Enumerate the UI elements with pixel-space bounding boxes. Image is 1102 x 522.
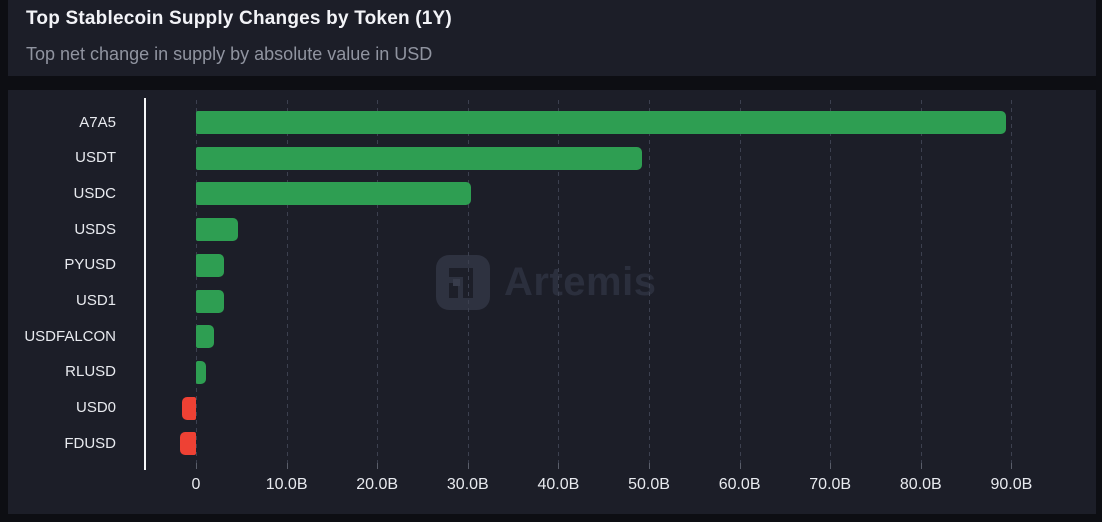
bar-a7a5[interactable] (196, 111, 1006, 134)
x-tick-30 (467, 463, 469, 469)
gridline-10 (286, 100, 288, 463)
bar-pyusd[interactable] (196, 253, 225, 277)
x-tick-label-60: 60.0B (718, 476, 761, 493)
x-tick-label-30: 30.0B (446, 476, 489, 493)
gridline-50 (649, 100, 650, 463)
bar-usdfalcon[interactable] (196, 325, 215, 349)
y-label-fdusd: FDUSD (64, 434, 116, 452)
bar-chart: Artemis 0 10.0B 20.0B 30.0B 40.0B 50.0B 60.0B 7… (8, 90, 1096, 514)
x-tick-label-80: 80.0B (899, 476, 942, 493)
x-tick-label-20: 20.0B (356, 476, 399, 493)
x-tick-label-40: 40.0B (537, 476, 580, 493)
y-label-usdfalcon: USDFALCON (24, 327, 116, 345)
chart-header: Top Stablecoin Supply Changes by Token (… (8, 0, 1096, 76)
x-tick-label-90: 90.0B (990, 476, 1033, 493)
x-tick-label-10: 10.0B (265, 476, 308, 493)
y-label-rlusd: RLUSD (65, 363, 116, 381)
gridline-30 (467, 100, 469, 463)
bar-usdt[interactable] (196, 146, 642, 170)
gridline-70 (830, 100, 832, 463)
watermark-text: Artemis (504, 260, 657, 304)
x-tick-40 (558, 463, 560, 469)
page-title: Top Stablecoin Supply Changes by Token (… (26, 8, 452, 29)
y-label-usds: USDS (74, 220, 116, 238)
bar-fdusd[interactable] (179, 432, 196, 456)
x-tick-90 (1011, 463, 1013, 469)
y-label-usd0: USD0 (75, 399, 116, 417)
y-label-usdt: USDT (75, 149, 116, 167)
gridline-0 (196, 100, 197, 463)
bar-usds[interactable] (196, 218, 238, 242)
x-tick-20 (377, 463, 379, 469)
gridline-20 (377, 100, 379, 463)
x-tick-70 (830, 463, 832, 469)
y-label-a7a5: A7A5 (79, 113, 116, 131)
x-tick-label-50: 50.0B (628, 476, 670, 493)
x-tick-80 (920, 463, 922, 469)
bar-rlusd[interactable] (196, 360, 206, 384)
y-label-pyusd: PYUSD (64, 256, 116, 274)
x-tick-10 (286, 463, 288, 469)
x-tick-50 (649, 463, 650, 469)
x-tick-60 (739, 463, 741, 469)
x-tick-label-70: 70.0B (809, 476, 852, 493)
watermark: Artemis (436, 255, 656, 310)
y-label-usd1: USD1 (75, 292, 116, 309)
bar-usd1[interactable] (196, 289, 225, 313)
gridline-40 (558, 100, 560, 463)
bar-usd0[interactable] (181, 396, 196, 420)
x-tick-0 (196, 463, 197, 469)
artemis-logo-icon (436, 255, 490, 310)
y-label-usdc: USDC (73, 184, 116, 202)
x-tick-label-0: 0 (191, 476, 201, 493)
gridline-90 (1011, 100, 1013, 463)
y-axis-line (144, 98, 146, 470)
gridline-60 (739, 100, 741, 463)
bar-usdc[interactable] (196, 182, 471, 206)
page-subtitle: Top net change in supply by absolute val… (26, 44, 433, 64)
gridline-80 (920, 100, 922, 463)
